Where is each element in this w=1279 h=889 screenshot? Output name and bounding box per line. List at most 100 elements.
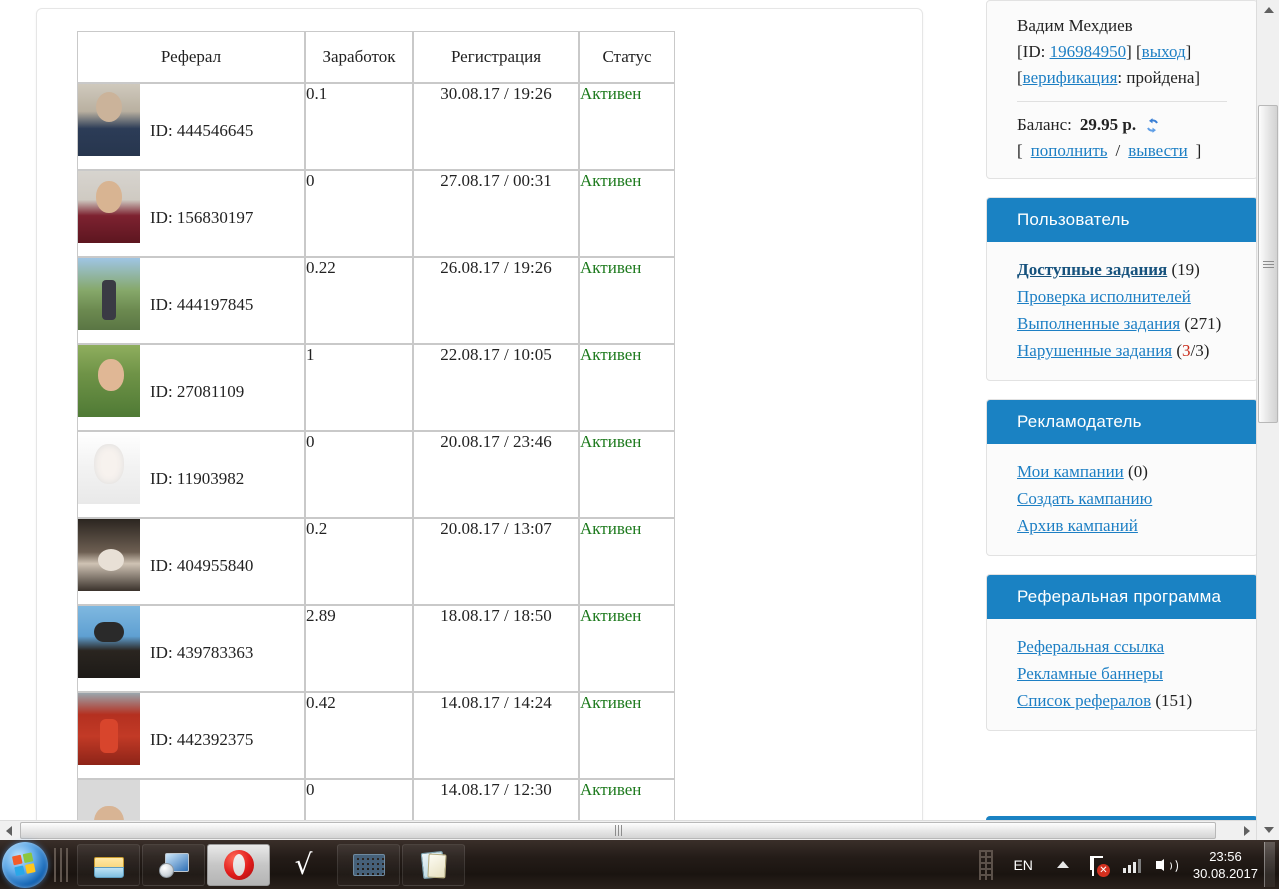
link-ad-banners[interactable]: Рекламные баннеры [1017,664,1163,683]
cell-earnings: 0 [305,431,413,518]
clock-time: 23:56 [1209,848,1242,864]
table-row[interactable]: ID: 27081109 1 22.08.17 / 10:05 Активен [77,344,675,431]
scroll-right-button[interactable] [1238,821,1256,840]
user-id-line: [ID: 196984950] [выход] [1017,39,1257,65]
scroll-grip [614,825,622,836]
cell-earnings: 0.22 [305,257,413,344]
link-row-violated-tasks: Нарушенные задания (3/3) [1017,337,1257,364]
cell-registration: 20.08.17 / 23:46 [413,431,579,518]
table-row[interactable]: ID: 444197845 0.22 26.08.17 / 19:26 Акти… [77,257,675,344]
table-row[interactable]: ID: 442392375 0.42 14.08.17 / 14:24 Акти… [77,692,675,779]
cell-registration: 22.08.17 / 10:05 [413,344,579,431]
referral-id: ID: 444546645 [150,121,254,140]
cell-status: Активен [579,257,675,344]
start-button[interactable] [2,841,48,888]
taskbar-button-explorer[interactable] [77,843,140,886]
column-header-registration[interactable]: Регистрация [413,31,579,83]
clock-date: 30.08.2017 [1192,865,1258,881]
link-referral-list[interactable]: Список рефералов [1017,691,1152,710]
table-row[interactable]: ID: 439783363 2.89 18.08.17 / 18:50 Акти… [77,605,675,692]
balance-row: Баланс: 29.95 р. [1017,112,1257,138]
count-violated-current: 3 [1182,341,1191,360]
user-id-link[interactable]: 196984950 [1049,42,1127,61]
column-header-referral[interactable]: Реферал [77,31,305,83]
scroll-up-button[interactable] [1257,0,1279,20]
cell-registration: 30.08.17 / 19:26 [413,83,579,170]
horizontal-scroll-thumb[interactable] [20,822,1216,839]
link-available-tasks[interactable]: Доступные задания [1017,260,1168,279]
taskbar-button-opera[interactable] [207,843,270,886]
volume-icon[interactable] [1153,852,1179,878]
link-row-create-campaign: Создать кампанию [1017,485,1257,512]
page-background: Реферал Заработок Регистрация Статус ID:… [0,0,1258,840]
link-referral-link[interactable]: Реферальная ссылка [1017,637,1165,656]
taskbar: √ EN ✕ 23:56 30.08.2017 [0,840,1279,889]
verification-link[interactable]: верификация [1022,68,1118,87]
logout-link[interactable]: выход [1141,42,1186,61]
action-separator: / [1115,141,1121,160]
table-row[interactable]: ID: 156830197 0 27.08.17 / 00:31 Активен [77,170,675,257]
link-campaign-archive[interactable]: Архив кампаний [1017,516,1138,535]
cell-referral: ID: 439783363 [77,605,305,692]
table-row[interactable]: ID: 404955840 0.2 20.08.17 / 13:07 Актив… [77,518,675,605]
show-desktop-button[interactable] [1264,842,1275,887]
link-my-campaigns[interactable]: Мои кампании [1017,462,1124,481]
referral-id: ID: 156830197 [150,208,254,227]
count-completed-tasks: (271) [1184,314,1222,333]
link-row-my-campaigns: Мои кампании (0) [1017,458,1257,485]
link-row-ad-banners: Рекламные баннеры [1017,660,1257,687]
count-violated-open: ( [1176,341,1183,360]
withdraw-close: ] [1195,141,1202,160]
table-row[interactable]: ID: 11903982 0 20.08.17 / 23:46 Активен [77,431,675,518]
balance-label: Баланс: [1017,115,1072,134]
taskbar-button-checkmark-app[interactable]: √ [272,844,335,886]
vertical-scrollbar[interactable] [1256,0,1279,840]
language-indicator[interactable]: EN [1013,856,1033,873]
vertical-scroll-thumb[interactable] [1258,105,1278,423]
network-error-icon[interactable]: ✕ [1085,852,1111,878]
system-tray: EN ✕ 23:56 30.08.2017 [979,840,1279,889]
referral-id: ID: 439783363 [150,643,254,662]
avatar [78,519,140,591]
scroll-left-button[interactable] [0,821,18,840]
taskbar-button-onscreen-keyboard[interactable] [337,843,400,886]
link-row-campaign-archive: Архив кампаний [1017,512,1257,539]
scroll-down-button[interactable] [1257,820,1279,840]
cell-referral: ID: 27081109 [77,344,305,431]
tray-grip[interactable] [979,849,994,880]
link-row-available-tasks: Доступные задания (19) [1017,256,1257,283]
table-row[interactable]: ID: 444546645 0.1 30.08.17 / 19:26 Актив… [77,83,675,170]
link-check-performers[interactable]: Проверка исполнителей [1017,287,1191,306]
sidebar: Вадим Мехдиев [ID: 196984950] [выход] [в… [986,0,1258,749]
referral-id: ID: 11903982 [150,469,245,488]
refresh-icon[interactable] [1144,117,1161,134]
signal-bars-icon[interactable] [1119,852,1145,878]
panel-title-user: Пользователь [987,198,1257,242]
clock[interactable]: 23:56 30.08.2017 [1193,848,1258,882]
taskbar-grip[interactable] [54,847,70,882]
referral-id: ID: 444197845 [150,295,254,314]
horizontal-scrollbar[interactable] [0,820,1256,840]
cell-status: Активен [579,431,675,518]
column-header-earnings[interactable]: Заработок [305,31,413,83]
column-header-status[interactable]: Статус [579,31,675,83]
error-badge: ✕ [1096,863,1110,877]
link-row-referral-link: Реферальная ссылка [1017,633,1257,660]
topup-link[interactable]: пополнить [1030,141,1108,160]
avatar [78,432,140,504]
link-row-check-performers: Проверка исполнителей [1017,283,1257,310]
link-violated-tasks[interactable]: Нарушенные задания [1017,341,1173,360]
withdraw-link[interactable]: вывести [1128,141,1188,160]
taskbar-button-computer[interactable] [142,843,205,886]
cell-earnings: 0.42 [305,692,413,779]
count-violated-rest: /3) [1190,341,1210,360]
table-header-row: Реферал Заработок Регистрация Статус [77,31,675,83]
link-completed-tasks[interactable]: Выполненные задания [1017,314,1181,333]
opera-icon [223,849,254,880]
chevron-up-icon[interactable] [1056,861,1069,868]
link-create-campaign[interactable]: Создать кампанию [1017,489,1153,508]
table-body: ID: 444546645 0.1 30.08.17 / 19:26 Актив… [77,83,675,840]
cell-registration: 14.08.17 / 14:24 [413,692,579,779]
taskbar-button-notepad[interactable] [402,843,465,886]
topup-open: [ [1017,141,1023,160]
